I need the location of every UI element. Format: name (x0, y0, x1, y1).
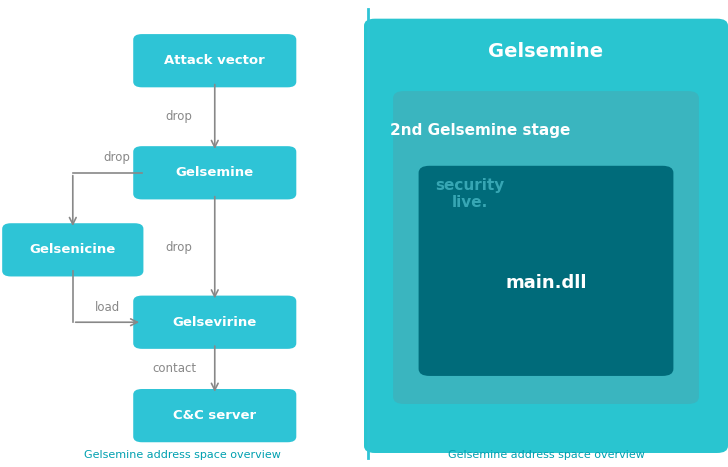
Text: Gelsevirine: Gelsevirine (173, 316, 257, 329)
Text: Gelsemine: Gelsemine (488, 42, 604, 61)
Text: Gelsemine: Gelsemine (175, 166, 254, 179)
FancyBboxPatch shape (419, 166, 673, 376)
Text: Gelsemine address space overview: Gelsemine address space overview (448, 450, 644, 460)
FancyBboxPatch shape (133, 34, 296, 87)
Text: Gelsenicine: Gelsenicine (30, 243, 116, 256)
Text: main.dll: main.dll (505, 274, 587, 291)
Text: 2nd Gelsemine stage: 2nd Gelsemine stage (390, 123, 571, 138)
FancyBboxPatch shape (364, 19, 728, 453)
Text: security
live.: security live. (435, 177, 505, 210)
FancyBboxPatch shape (133, 146, 296, 199)
FancyBboxPatch shape (393, 91, 699, 404)
Text: Attack vector: Attack vector (165, 54, 265, 67)
Text: contact: contact (153, 362, 197, 375)
FancyBboxPatch shape (2, 223, 143, 276)
FancyBboxPatch shape (133, 389, 296, 442)
FancyBboxPatch shape (133, 296, 296, 349)
Text: drop: drop (165, 241, 191, 254)
Text: load: load (95, 301, 120, 314)
Text: drop: drop (165, 110, 191, 123)
Text: C&C server: C&C server (173, 409, 256, 422)
Text: drop: drop (103, 151, 130, 164)
Text: Gelsemine address space overview: Gelsemine address space overview (84, 450, 280, 460)
